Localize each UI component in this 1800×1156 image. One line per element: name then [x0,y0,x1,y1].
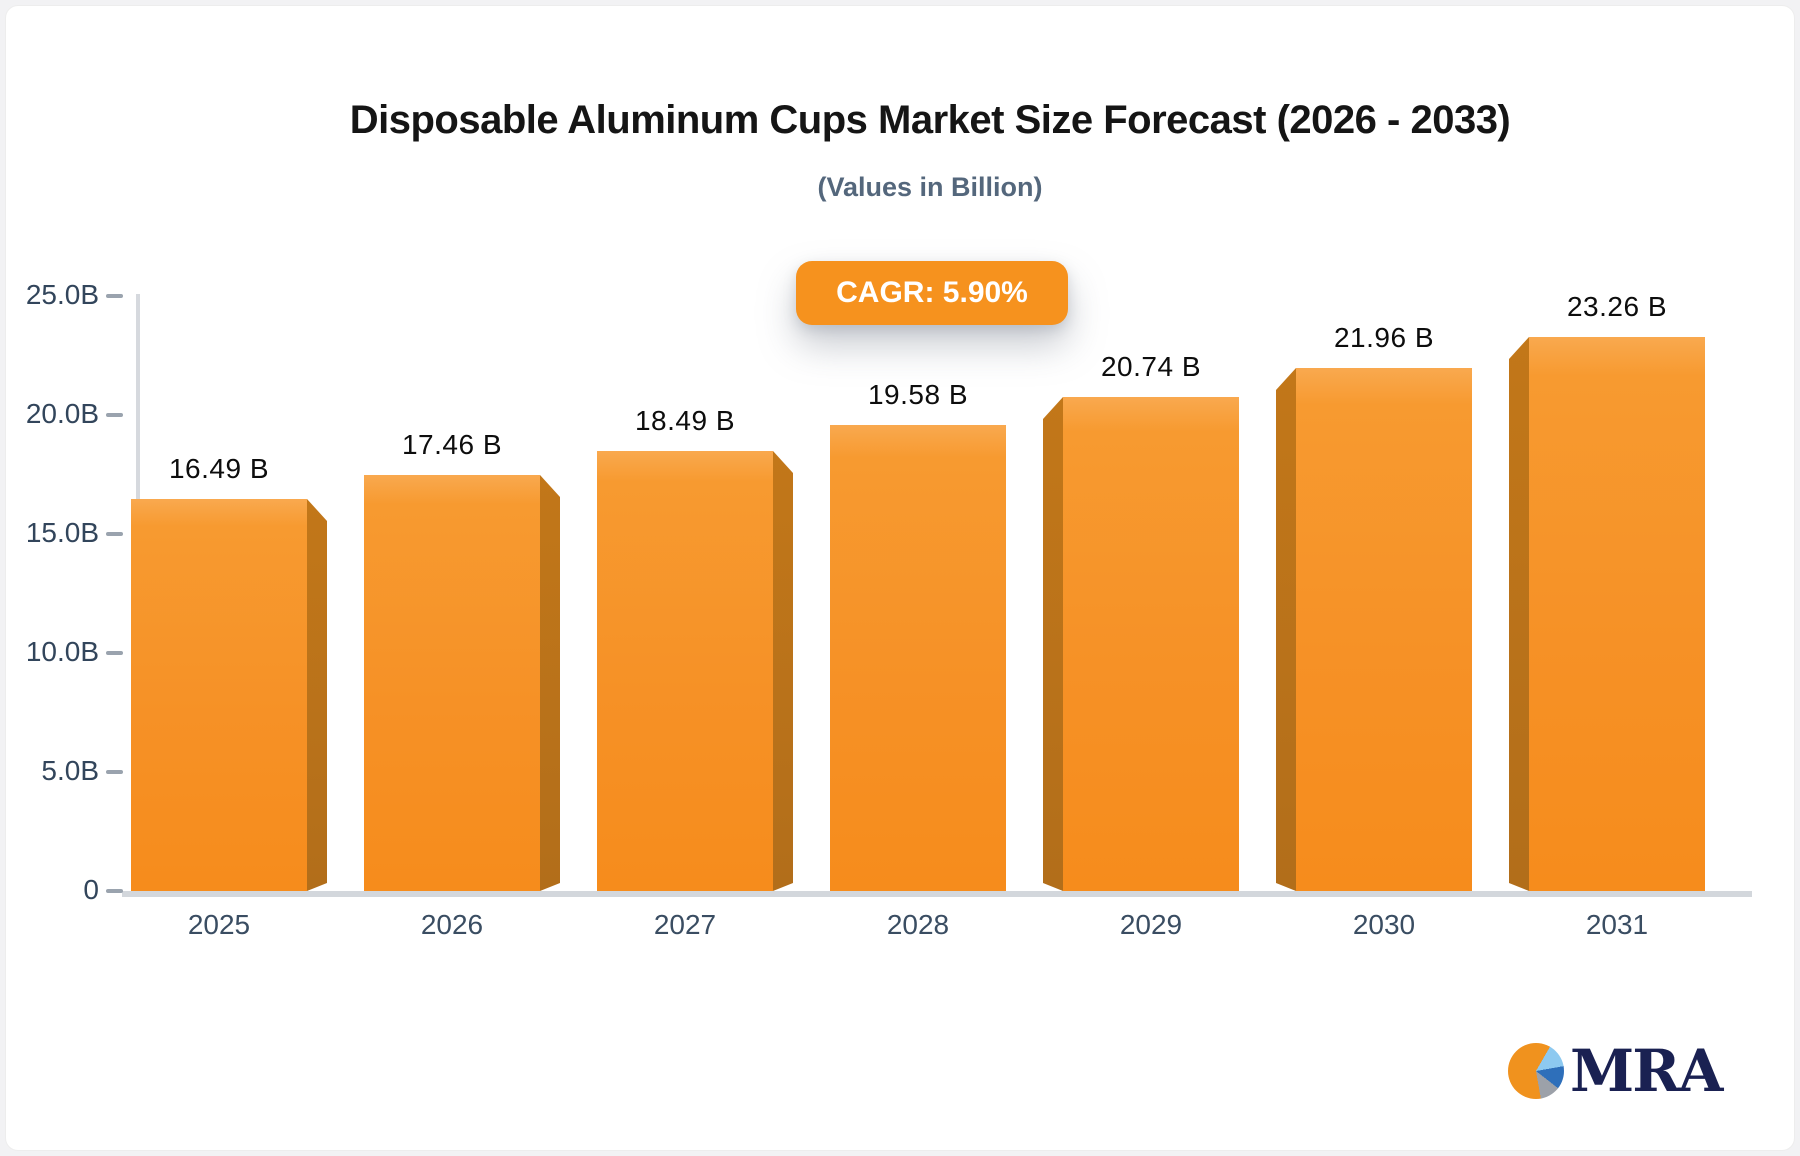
x-axis-line [122,891,1752,897]
bar-face [830,425,1006,891]
mra-logo: MRA [1508,1037,1723,1105]
bar-2025 [131,499,327,891]
bar-2031 [1509,337,1705,891]
bar-side-face [1509,337,1529,891]
y-axis-tick-label: 5.0B [41,755,99,786]
bar-2029 [1043,397,1239,891]
x-axis-label-2028: 2028 [886,909,950,940]
bar-value-label-2027: 18.49 B [634,405,736,436]
y-axis-tick [106,532,123,536]
bar-value-label-2025: 16.49 B [168,453,270,484]
y-axis-tick-label: 0 [83,874,99,905]
y-axis-tick [106,651,123,655]
y-axis-tick [106,413,123,417]
x-axis-label-2030: 2030 [1352,909,1416,940]
bar-side-face [1043,397,1063,891]
bar-face [1296,368,1472,891]
y-axis-tick-label: 25.0B [25,279,99,310]
pie-chart-logo-icon [1508,1043,1564,1099]
bar-2028 [830,425,1006,891]
x-axis-label-2025: 2025 [187,909,251,940]
x-axis-label-2026: 2026 [420,909,484,940]
chart-subtitle: (Values in Billion) [817,172,1043,202]
bar-side-face [307,499,327,891]
bar-face [131,499,307,891]
bar-chart-plot: 0 5.0B 10.0B 15.0B 20.0B 25.0B 16.49 B 17.46 B… [6,6,1794,1150]
logo-text: MRA [1570,1037,1723,1105]
bar-side-face [773,451,793,891]
bar-2026 [364,475,560,891]
cagr-badge: CAGR: 5.90% [796,261,1068,325]
bar-side-face [1276,368,1296,891]
bar-2027 [597,451,793,891]
bar-value-label-2031: 23.26 B [1566,291,1668,322]
y-axis-tick-label: 10.0B [25,636,99,667]
y-axis-tick-label: 15.0B [25,517,99,548]
bar-2030 [1276,368,1472,891]
bar-face [364,475,540,891]
y-axis-tick [106,770,123,774]
bar-face [1063,397,1239,891]
bar-value-label-2028: 19.58 B [867,379,969,410]
chart-card: Disposable Aluminum Cups Market Size For… [6,6,1794,1150]
bar-value-label-2029: 20.74 B [1100,351,1202,382]
y-axis-tick [106,889,123,893]
x-axis-label-2029: 2029 [1119,909,1183,940]
bar-value-label-2026: 17.46 B [401,429,503,460]
y-axis-tick-label: 20.0B [25,398,99,429]
bar-side-face [540,475,560,891]
chart-title: Disposable Aluminum Cups Market Size For… [349,98,1511,142]
x-axis-label-2027: 2027 [653,909,717,940]
cagr-badge-label: CAGR: 5.90% [836,276,1028,309]
x-axis-label-2031: 2031 [1585,909,1649,940]
bar-face [597,451,773,891]
y-axis-tick [106,294,123,298]
bar-value-label-2030: 21.96 B [1333,322,1435,353]
bar-face [1529,337,1705,891]
